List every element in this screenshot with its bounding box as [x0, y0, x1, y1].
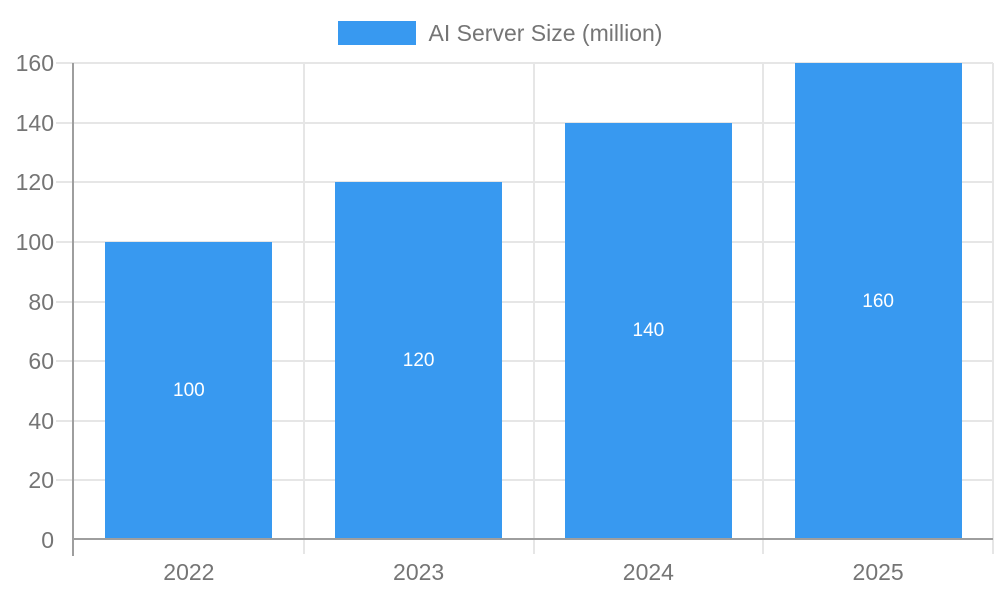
gridline-h [56, 240, 993, 243]
y-tick-label: 60 [28, 348, 54, 375]
bar-2024[interactable]: 140 [564, 122, 732, 540]
legend-swatch [337, 21, 416, 45]
x-axis-baseline [72, 538, 993, 540]
bar-2025[interactable]: 160 [794, 63, 962, 540]
y-tick-label: 120 [15, 169, 54, 196]
x-tick-label: 2025 [852, 559, 904, 585]
y-axis-line [72, 63, 74, 556]
y-tick-label: 0 [41, 527, 54, 553]
x-tick-label: 2022 [163, 559, 215, 585]
bar-2022[interactable]: 100 [105, 241, 273, 540]
gridline-v [302, 63, 305, 554]
bar-2023[interactable]: 120 [335, 182, 503, 540]
plot-area: 100 120 140 160 [56, 62, 994, 556]
gridline-h [56, 479, 993, 482]
x-tick-label: 2024 [622, 559, 674, 585]
gridline-h [56, 419, 993, 422]
gridline-v [532, 63, 535, 554]
bar-value-label: 100 [173, 379, 205, 401]
bar-value-label: 140 [632, 320, 665, 342]
y-tick-label: 80 [28, 288, 54, 315]
y-tick-label: 100 [15, 228, 54, 255]
y-tick-label: 160 [15, 50, 54, 76]
gridline-h [56, 300, 993, 303]
legend: AI Server Size (million) [0, 21, 1000, 45]
gridline-h [56, 181, 993, 184]
legend-label: AI Server Size (million) [428, 20, 663, 46]
gridline-h [56, 121, 993, 124]
x-tick-label: 2023 [393, 559, 445, 585]
gridline-v [762, 63, 765, 554]
bar-value-label: 120 [402, 350, 435, 372]
y-tick-label: 40 [28, 407, 54, 434]
bar-value-label: 160 [862, 290, 894, 312]
gridline-v [992, 63, 994, 554]
gridline-h [56, 360, 993, 363]
y-tick-label: 140 [15, 109, 54, 136]
y-tick-label: 20 [28, 467, 54, 494]
gridline-h [56, 62, 993, 64]
